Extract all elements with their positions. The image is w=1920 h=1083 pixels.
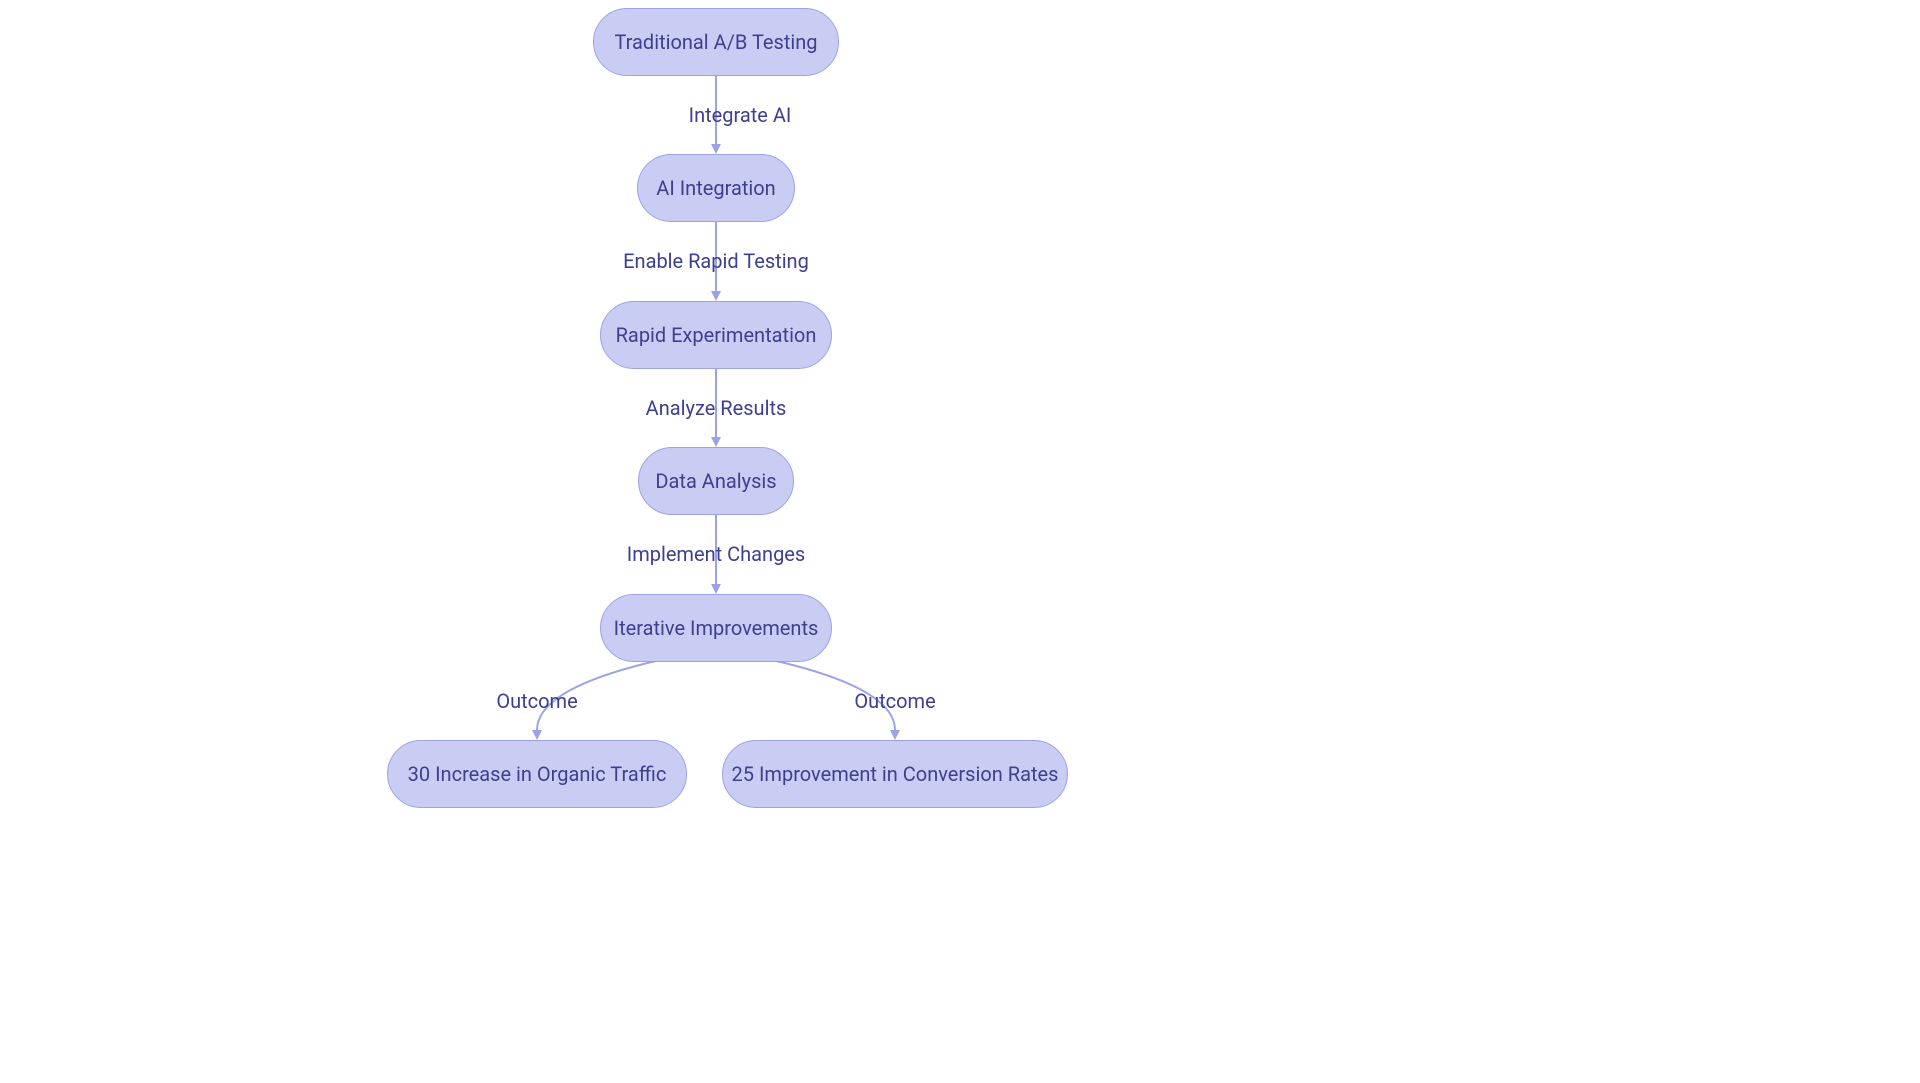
node-n1: Traditional A/B Testing <box>593 8 839 76</box>
node-label: Traditional A/B Testing <box>614 30 817 54</box>
node-label: Iterative Improvements <box>614 616 819 640</box>
arrowhead <box>711 144 721 154</box>
flowchart-canvas: Integrate AI Enable Rapid Testing Analyze … <box>0 0 1920 1083</box>
node-label: 25 Improvement in Conversion Rates <box>732 762 1059 786</box>
node-n3: Rapid Experimentation <box>600 301 832 369</box>
node-n6: 30 Increase in Organic Traffic <box>387 740 687 808</box>
edge-label: Analyze Results <box>646 396 787 420</box>
node-label: Rapid Experimentation <box>616 323 817 347</box>
edge-label: Implement Changes <box>627 542 806 566</box>
arrowhead <box>711 584 721 594</box>
node-label: AI Integration <box>656 176 775 200</box>
arrowhead <box>711 291 721 301</box>
node-n4: Data Analysis <box>638 447 794 515</box>
edge-label: Enable Rapid Testing <box>623 249 809 273</box>
arrowhead <box>711 437 721 447</box>
node-n2: AI Integration <box>637 154 795 222</box>
node-n7: 25 Improvement in Conversion Rates <box>722 740 1068 808</box>
edge-label: Outcome <box>854 689 935 713</box>
node-n5: Iterative Improvements <box>600 594 832 662</box>
edge-label: Integrate AI <box>689 103 792 127</box>
node-label: 30 Increase in Organic Traffic <box>408 762 667 786</box>
arrowhead <box>890 730 900 740</box>
arrowhead <box>532 730 542 740</box>
edge-label: Outcome <box>496 689 577 713</box>
node-label: Data Analysis <box>655 469 776 493</box>
edges-layer <box>0 0 1920 1083</box>
